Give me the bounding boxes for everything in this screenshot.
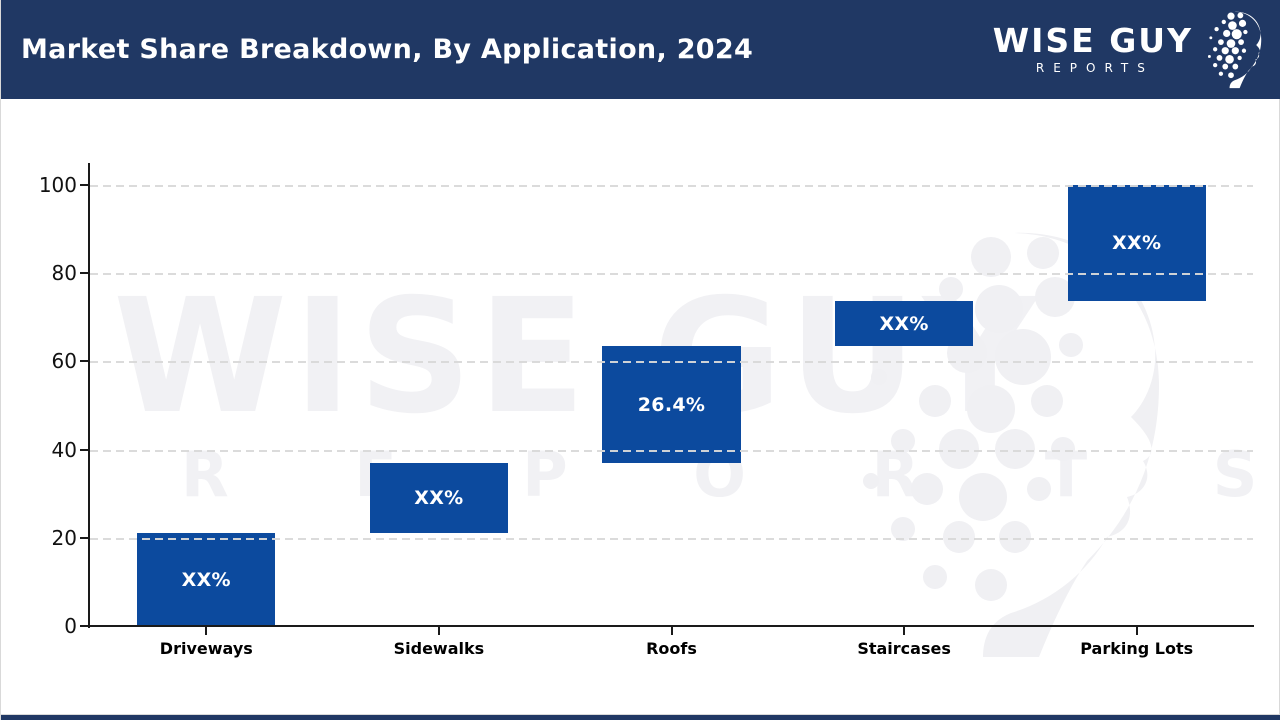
- category-label: Sidewalks: [393, 639, 485, 658]
- bar-value-label: XX%: [181, 568, 231, 591]
- y-tick-mark: [80, 360, 88, 363]
- y-tick-mark: [80, 625, 88, 627]
- y-tick-label: 40: [51, 437, 77, 462]
- gridline-y-80: [90, 273, 1253, 276]
- x-tick-mark: [205, 627, 208, 635]
- y-tick-label: 60: [51, 349, 77, 374]
- bar-staircases: XX%: [834, 301, 974, 347]
- footer-bar: [1, 715, 1280, 720]
- bar-driveways: XX%: [137, 533, 276, 626]
- x-tick-mark: [903, 627, 906, 635]
- gridline-y-40: [90, 449, 1253, 452]
- bar-value-label: XX%: [414, 487, 464, 510]
- gridline-y-100: [90, 185, 1253, 187]
- bar-sidewalks: XX%: [369, 462, 509, 534]
- gridline-y-20: [90, 537, 1253, 540]
- y-tick-label: 20: [51, 525, 77, 550]
- category-label: Parking Lots: [1080, 639, 1194, 658]
- y-tick-label: 80: [51, 261, 77, 286]
- dotted-head-logo-icon: [1195, 9, 1267, 91]
- y-tick-label: 0: [64, 614, 77, 638]
- brand-name: WISE GUY: [992, 20, 1193, 60]
- header-bar: Market Share Breakdown, By Application, …: [1, 0, 1280, 99]
- y-tick-mark: [80, 272, 88, 275]
- category-label: Driveways: [159, 639, 253, 658]
- brand-subtitle: REPORTS: [1035, 60, 1154, 75]
- x-tick-mark: [437, 627, 440, 635]
- x-tick-mark: [1135, 627, 1138, 635]
- x-tick-mark: [670, 627, 673, 635]
- y-tick-label: 100: [38, 173, 77, 197]
- bar-value-label: 26.4%: [637, 393, 706, 416]
- category-label: Staircases: [857, 639, 951, 658]
- category-label: Roofs: [646, 639, 697, 658]
- brand-logo-text: WISE GUY REPORTS: [992, 20, 1193, 76]
- y-tick-mark: [80, 184, 88, 186]
- x-axis-line: [88, 625, 1254, 627]
- y-axis-line: [88, 163, 90, 628]
- y-tick-mark: [80, 536, 88, 539]
- bar-value-label: XX%: [879, 312, 929, 335]
- bar-parking-lots: XX%: [1067, 185, 1206, 302]
- y-tick-mark: [80, 448, 88, 451]
- bar-roofs: 26.4%: [602, 346, 741, 463]
- gridline-y-60: [90, 361, 1253, 364]
- bar-value-label: XX%: [1112, 232, 1162, 255]
- page-title: Market Share Breakdown, By Application, …: [21, 34, 754, 65]
- brand-logo: WISE GUY REPORTS: [993, 9, 1280, 91]
- footer-divider: [1, 714, 1280, 715]
